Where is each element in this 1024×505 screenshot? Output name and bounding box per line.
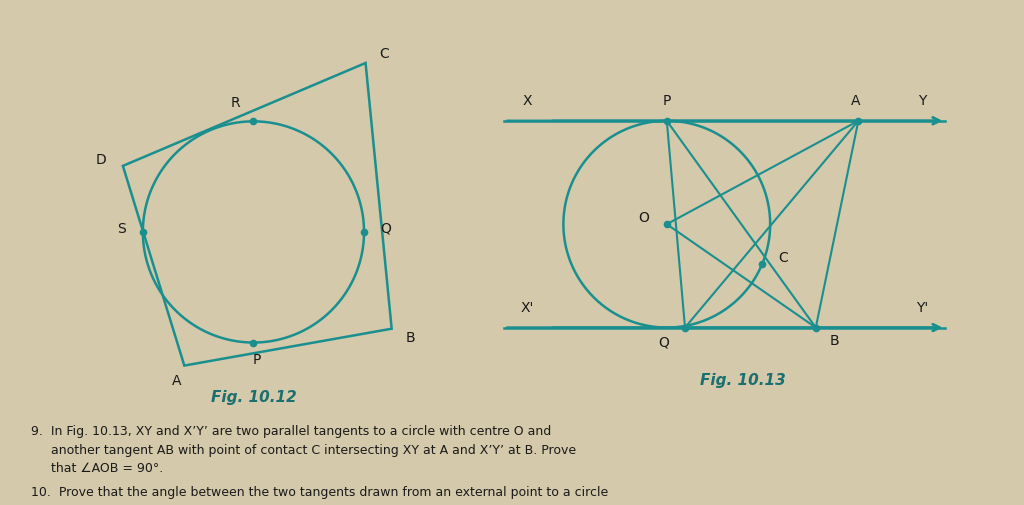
- Text: R: R: [230, 96, 240, 110]
- Text: B: B: [406, 330, 415, 344]
- Text: Q: Q: [658, 335, 669, 349]
- Text: C: C: [778, 251, 788, 265]
- Text: P: P: [663, 94, 671, 108]
- Text: B: B: [829, 334, 839, 347]
- Text: 9.  In Fig. 10.13, XY and X’Y’ are two parallel tangents to a circle with centre: 9. In Fig. 10.13, XY and X’Y’ are two pa…: [31, 424, 575, 474]
- Text: Q: Q: [380, 222, 391, 235]
- Text: 10.  Prove that the angle between the two tangents drawn from an external point : 10. Prove that the angle between the two…: [31, 485, 608, 498]
- Text: D: D: [96, 153, 106, 167]
- Text: Fig. 10.13: Fig. 10.13: [700, 372, 785, 387]
- Text: X: X: [522, 94, 531, 108]
- Text: P: P: [252, 352, 261, 366]
- Text: Y': Y': [916, 300, 929, 314]
- Text: A: A: [172, 373, 181, 387]
- Text: C: C: [379, 47, 389, 61]
- Text: O: O: [639, 211, 649, 225]
- Text: A: A: [851, 94, 860, 108]
- Text: X': X': [520, 300, 534, 314]
- Text: Y: Y: [919, 94, 927, 108]
- Text: Fig. 10.12: Fig. 10.12: [211, 389, 296, 404]
- Text: S: S: [117, 222, 126, 235]
